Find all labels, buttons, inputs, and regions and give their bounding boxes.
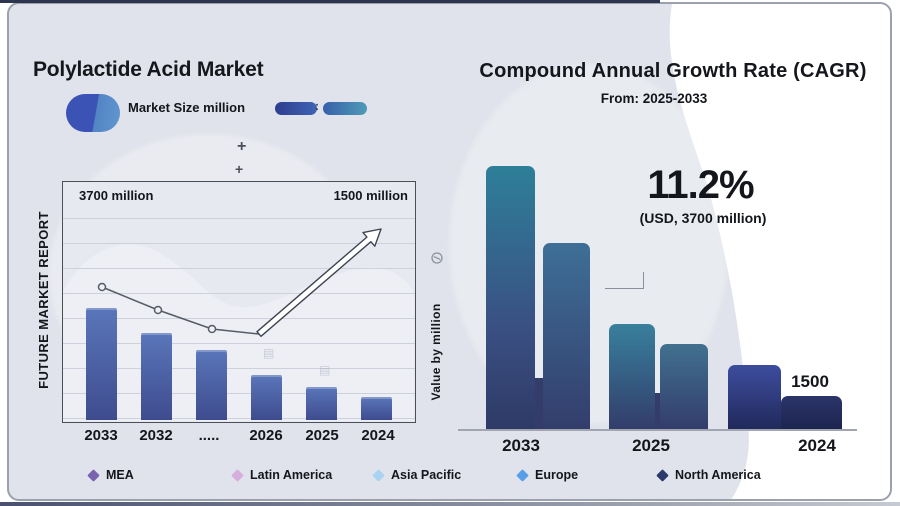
ratio-pill-teal-icon [323,102,367,115]
cagr-usd-note: (USD, 3700 million) [639,210,767,226]
gridlines [63,194,415,419]
trend-line-and-arrow [97,228,382,337]
right-chart-bar-2024-2 [781,396,842,430]
bar-connector [535,378,543,430]
value-axis-label: Value by million [429,303,443,401]
year-label-2024: 2024 [798,436,836,455]
plus-decoration-icon: + [237,138,247,155]
legend-item-asia-pacific: Asia Pacific [372,466,462,484]
plus-decoration-icon: + [235,161,244,177]
legend-label: Europe [535,468,579,482]
left-chart-bar-2025 [306,387,337,420]
legend-diamond-icon [87,468,100,482]
left-chart-title: Polylactide Acid Market [33,58,264,81]
x-label-dots: ..... [198,427,220,444]
x-label-2032: 2032 [139,427,173,444]
legend-diamond-icon [656,468,669,482]
bottom-edge-strip [0,502,900,506]
faint-table-icon: ▤ [263,346,275,360]
right-chart-title: Compound Annual Growth Rate (CAGR) [479,60,867,82]
right-chart-bar-2025-1 [609,324,655,430]
x-label-2025: 2025 [305,427,339,444]
top-edge-strip [0,0,660,3]
legend-diamond-icon [231,468,244,482]
right-chart-subtitle: From: 2025-2033 [600,91,708,106]
x-label-2033: 2033 [84,427,118,444]
ratio-colon: : [315,99,319,113]
ratio-pill-dark-icon [275,102,317,115]
legend-item-latin-america: Latin America [231,466,333,484]
right-annotation: 1500 million [333,188,408,203]
year-label-2033: 2033 [502,436,540,455]
left-bar-chart: 3700 million 1500 million ▤ ▤ [62,181,416,423]
cagr-value: 11.2% [647,163,754,207]
right-chart-bar-2033-1 [486,166,535,430]
year-label-2025: 2025 [632,436,670,455]
right-chart-axis [458,429,857,431]
left-chart-bar-2024 [361,397,392,420]
left-chart-bar-2033 [86,308,117,420]
legend-label: Latin America [250,468,333,482]
x-label-2024: 2024 [361,427,395,444]
legend-label: MEA [106,468,134,482]
right-bars-group [450,160,870,430]
cylinder-icon [66,94,120,132]
legend-diamond-icon [372,468,385,482]
left-chart-bar-..... [196,350,227,420]
left-chart-side-label: FUTURE MARKET REPORT [36,211,51,389]
white-swoosh-shape [669,4,890,499]
circle-slash-icon [431,252,443,264]
right-chart-bar-2024-1 [728,365,781,430]
legend-label: North America [675,468,761,482]
x-label-2026: 2026 [249,427,283,444]
step-bracket-line [643,272,644,289]
right-chart-bar-2025-2 [660,344,708,430]
annotation-1500: 1500 [791,372,829,391]
legend-label: Asia Pacific [391,468,462,482]
faint-table-icon: ▤ [319,363,331,377]
legend-diamond-icon [516,468,529,482]
left-bars-group [63,182,414,421]
step-bracket-line [605,288,643,289]
market-size-label: Market Size million [128,100,246,115]
legend-item-mea: MEA [87,466,134,484]
left-annotation: 3700 million [79,188,154,203]
legend-item-north-america: North America [656,466,761,484]
left-chart-bar-2032 [141,333,172,420]
left-chart-bar-2026 [251,375,282,420]
bar-connector [655,393,660,430]
right-chart-bar-2033-2 [543,243,590,430]
legend-item-europe: Europe [516,466,579,484]
